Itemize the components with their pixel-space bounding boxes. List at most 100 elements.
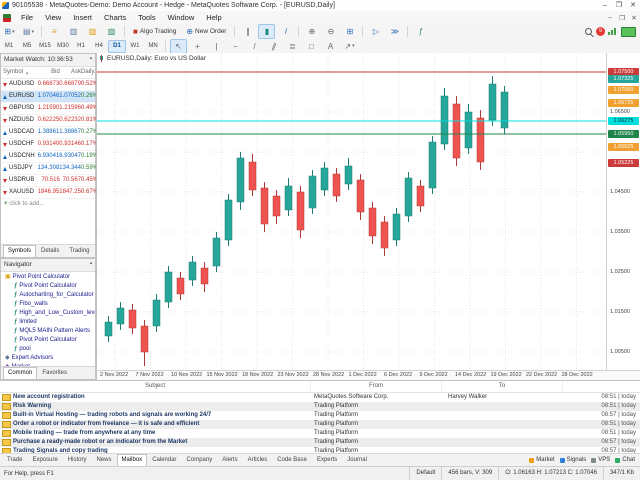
tab-details[interactable]: Details [41, 248, 60, 254]
tab-mailbox[interactable]: Mailbox [116, 454, 148, 466]
navigator-item[interactable]: ƒ MQL5 MAIN Pattern Alerts [1, 326, 95, 335]
navigator-item[interactable]: ƒ Autocharting_for_Calculator [1, 290, 95, 299]
navigator-item[interactable]: ƒ Pivot Point Calculator [1, 281, 95, 290]
search-icon[interactable] [585, 28, 592, 35]
navigator-item[interactable]: ƒ limited [1, 317, 95, 326]
panel-menu-icon[interactable]: ▪ [89, 261, 92, 267]
tab-favorites[interactable]: Favorites [42, 370, 68, 376]
quicklink-vps[interactable]: VPS [591, 457, 610, 463]
timeframe-h4[interactable]: H4 [95, 42, 103, 49]
mail-row[interactable]: Purchase a ready-made robot or an indica… [0, 438, 640, 447]
data-window-button[interactable]: ▥ [65, 24, 82, 39]
tab-articles[interactable]: Articles [247, 457, 268, 463]
navigator-item[interactable]: ƒ High_and_Low_Custom_levels [1, 308, 95, 317]
timeframe-w1[interactable]: W1 [130, 42, 140, 49]
column-bid[interactable]: Bid [51, 69, 60, 75]
tab-company[interactable]: Company [186, 457, 213, 463]
menu-help[interactable]: Help [206, 12, 222, 22]
mail-row[interactable]: Risk Warning Trading Platform 08:51 | toda… [0, 402, 640, 411]
quicklink-market[interactable]: Market [529, 457, 555, 463]
chart-shift-button[interactable]: ≫ [386, 24, 403, 39]
auto-scroll-button[interactable]: ▷ [367, 24, 384, 39]
quicklink-signals[interactable]: Signals [559, 457, 586, 463]
line-chart-button[interactable]: / [277, 24, 294, 39]
tab-calendar[interactable]: Calendar [152, 457, 177, 463]
toolbox-button[interactable]: ▨ [103, 24, 120, 39]
timeframe-m5[interactable]: M5 [22, 42, 32, 49]
menu-charts[interactable]: Charts [103, 12, 127, 22]
mail-row[interactable]: Mobile trading — trade from anywhere at … [0, 429, 640, 438]
child-minimize-button[interactable]: – [608, 13, 612, 21]
tab-journal[interactable]: Journal [347, 457, 367, 463]
tab-experts[interactable]: Experts [316, 457, 338, 463]
profiles-button[interactable]: ▤ ▾ [20, 24, 37, 39]
market-watch-row[interactable]: GBPUSD 1.21590 1.21596 0.49% [1, 103, 98, 115]
market-watch-row[interactable]: USDCAD 1.38861 1.38867 0.27% [1, 127, 98, 139]
navigator-item[interactable]: ◆ Expert Advisors [1, 353, 95, 362]
tab-code-base[interactable]: Code Base [277, 457, 307, 463]
status-cell-0[interactable]: Default [409, 467, 441, 480]
timeframe-m15[interactable]: M15 [39, 42, 51, 49]
fibonacci-button[interactable]: ≣ [284, 39, 301, 54]
bar-chart-button[interactable]: ∥ [239, 24, 256, 39]
navigator-button[interactable]: ▧ [84, 24, 101, 39]
tab-common[interactable]: Common [3, 367, 38, 379]
tab-alerts[interactable]: Alerts [222, 457, 238, 463]
new-chart-button[interactable]: ⊞ ▾ [1, 24, 18, 39]
chart-window[interactable]: EURUSD,Daily: Euro vs US Dollar 1.06500 1… [96, 53, 640, 381]
mail-row[interactable]: Order a robot or indicator from freelanc… [0, 420, 640, 429]
navigator-item[interactable]: ƒ Pivot Point Calculator [1, 335, 95, 344]
market-watch-row[interactable]: USDCHF 0.93140 0.93146 0.17% [1, 139, 98, 151]
market-watch-row[interactable]: USDJPY 134.308 134.344 0.59% [1, 163, 98, 175]
navigator-item[interactable]: ƒ pool [1, 344, 95, 353]
menu-window[interactable]: Window [167, 12, 195, 22]
child-restore-button[interactable]: ❐ [619, 14, 625, 22]
tab-exposure[interactable]: Exposure [32, 457, 58, 463]
zoom-in-button[interactable]: ⊕ [303, 24, 320, 39]
timeframe-m1[interactable]: M1 [4, 42, 14, 49]
timeframe-m30[interactable]: M30 [57, 42, 69, 49]
tab-trade[interactable]: Trade [7, 457, 23, 463]
menu-insert[interactable]: Insert [73, 12, 92, 22]
timeframe-mn[interactable]: MN [148, 42, 158, 49]
navigator-item[interactable]: ▣ Pivot Point Calculator [1, 272, 95, 281]
menu-file[interactable]: File [21, 12, 34, 22]
child-close-button[interactable]: ✕ [631, 14, 637, 22]
market-watch-row[interactable]: AUDUSD 0.66873 0.66879 0.52% [1, 79, 98, 91]
shapes-button[interactable]: □ [303, 39, 320, 54]
indicators-button[interactable]: ƒ [412, 24, 429, 39]
mail-row[interactable]: New account registration MetaQuotes Softw… [0, 393, 640, 402]
market-watch-row[interactable]: USDRUB 70.516 70.567 0.45% [1, 175, 98, 187]
candle-chart-button[interactable]: ▮ [258, 24, 276, 39]
tab-history[interactable]: History [67, 457, 87, 463]
notifications-icon[interactable]: 9 [596, 27, 605, 36]
text-label-button[interactable]: A [322, 39, 339, 54]
timeframe-d1[interactable]: D1 [108, 39, 126, 53]
column-to[interactable]: To [442, 381, 563, 392]
column-daily[interactable]: Daily... [81, 69, 99, 75]
market-watch-row[interactable]: XAUUSD 1846.95 1847.25 0.67% [1, 187, 98, 199]
minimize-button[interactable]: – [603, 1, 607, 9]
tile-windows-button[interactable]: ⊞ [341, 24, 358, 39]
cursor-button[interactable]: ↖ [170, 38, 187, 54]
timeframe-h1[interactable]: H1 [77, 42, 85, 49]
close-button[interactable]: ✕ [630, 1, 636, 9]
market-watch-row[interactable]: EURUSD 1.07046 1.07052 0.26% [1, 91, 98, 103]
new-order-button[interactable]: ⊕ New Order [182, 24, 230, 39]
menu-view[interactable]: View [45, 12, 62, 22]
menu-tools[interactable]: Tools [138, 12, 156, 22]
market-watch-button[interactable]: ≡ [46, 24, 63, 39]
crosshair-button[interactable]: + [189, 39, 206, 54]
column-subject[interactable]: Subject [0, 381, 311, 392]
vertical-line-button[interactable]: | [208, 39, 225, 54]
navigator-item[interactable]: ƒ Fibo_walls [1, 299, 95, 308]
tab-news[interactable]: News [96, 457, 112, 463]
chart-plot[interactable] [97, 53, 613, 370]
tab-symbols[interactable]: Symbols [3, 245, 37, 257]
zoom-out-button[interactable]: ⊖ [322, 24, 339, 39]
column-ask[interactable]: Ask [70, 69, 81, 75]
arrows-button[interactable]: ↗ ▾ [341, 39, 358, 54]
panel-menu-icon[interactable]: ▪ [89, 56, 92, 62]
add-symbol-row[interactable]: + click to add... [4, 201, 45, 207]
column-from[interactable]: From [311, 381, 442, 392]
